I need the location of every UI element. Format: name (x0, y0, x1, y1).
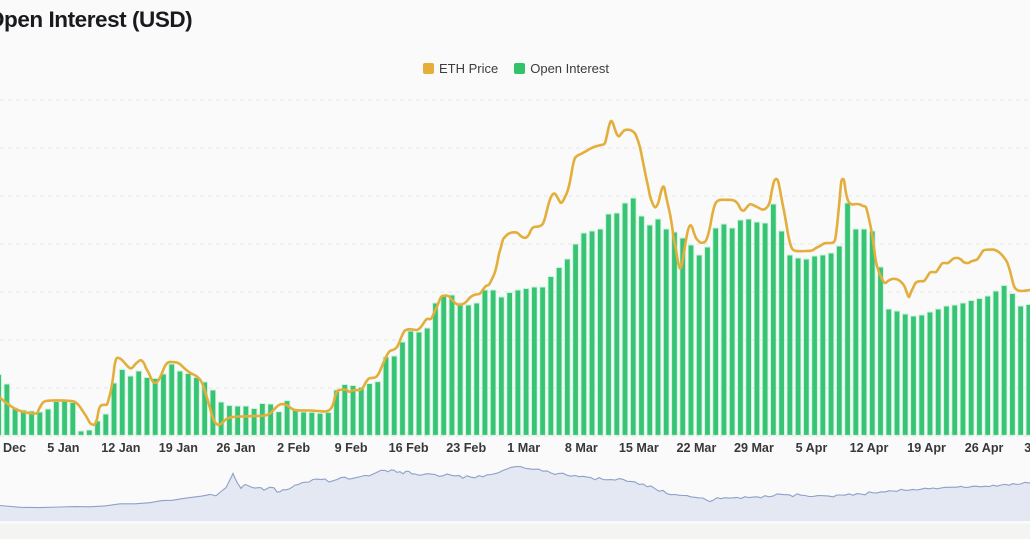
svg-text:2 Feb: 2 Feb (277, 441, 310, 455)
svg-text:5 Apr: 5 Apr (796, 441, 828, 455)
svg-text:23 Feb: 23 Feb (446, 441, 486, 455)
svg-text:22 Mar: 22 Mar (676, 441, 716, 455)
svg-text:3 May: 3 May (1024, 441, 1030, 455)
svg-text:9 Feb: 9 Feb (335, 441, 368, 455)
svg-text:15 Mar: 15 Mar (619, 441, 659, 455)
svg-text:29 Dec: 29 Dec (0, 441, 26, 455)
svg-text:12 Apr: 12 Apr (850, 441, 889, 455)
svg-text:1 Mar: 1 Mar (507, 441, 540, 455)
svg-text:26 Apr: 26 Apr (965, 441, 1004, 455)
svg-text:5 Jan: 5 Jan (47, 441, 79, 455)
svg-text:19 Apr: 19 Apr (907, 441, 946, 455)
svg-text:26 Jan: 26 Jan (216, 441, 255, 455)
svg-text:19 Jan: 19 Jan (159, 441, 198, 455)
svg-text:29 Mar: 29 Mar (734, 441, 774, 455)
svg-text:12 Jan: 12 Jan (101, 441, 140, 455)
svg-text:8 Mar: 8 Mar (565, 441, 598, 455)
svg-text:16 Feb: 16 Feb (389, 441, 429, 455)
